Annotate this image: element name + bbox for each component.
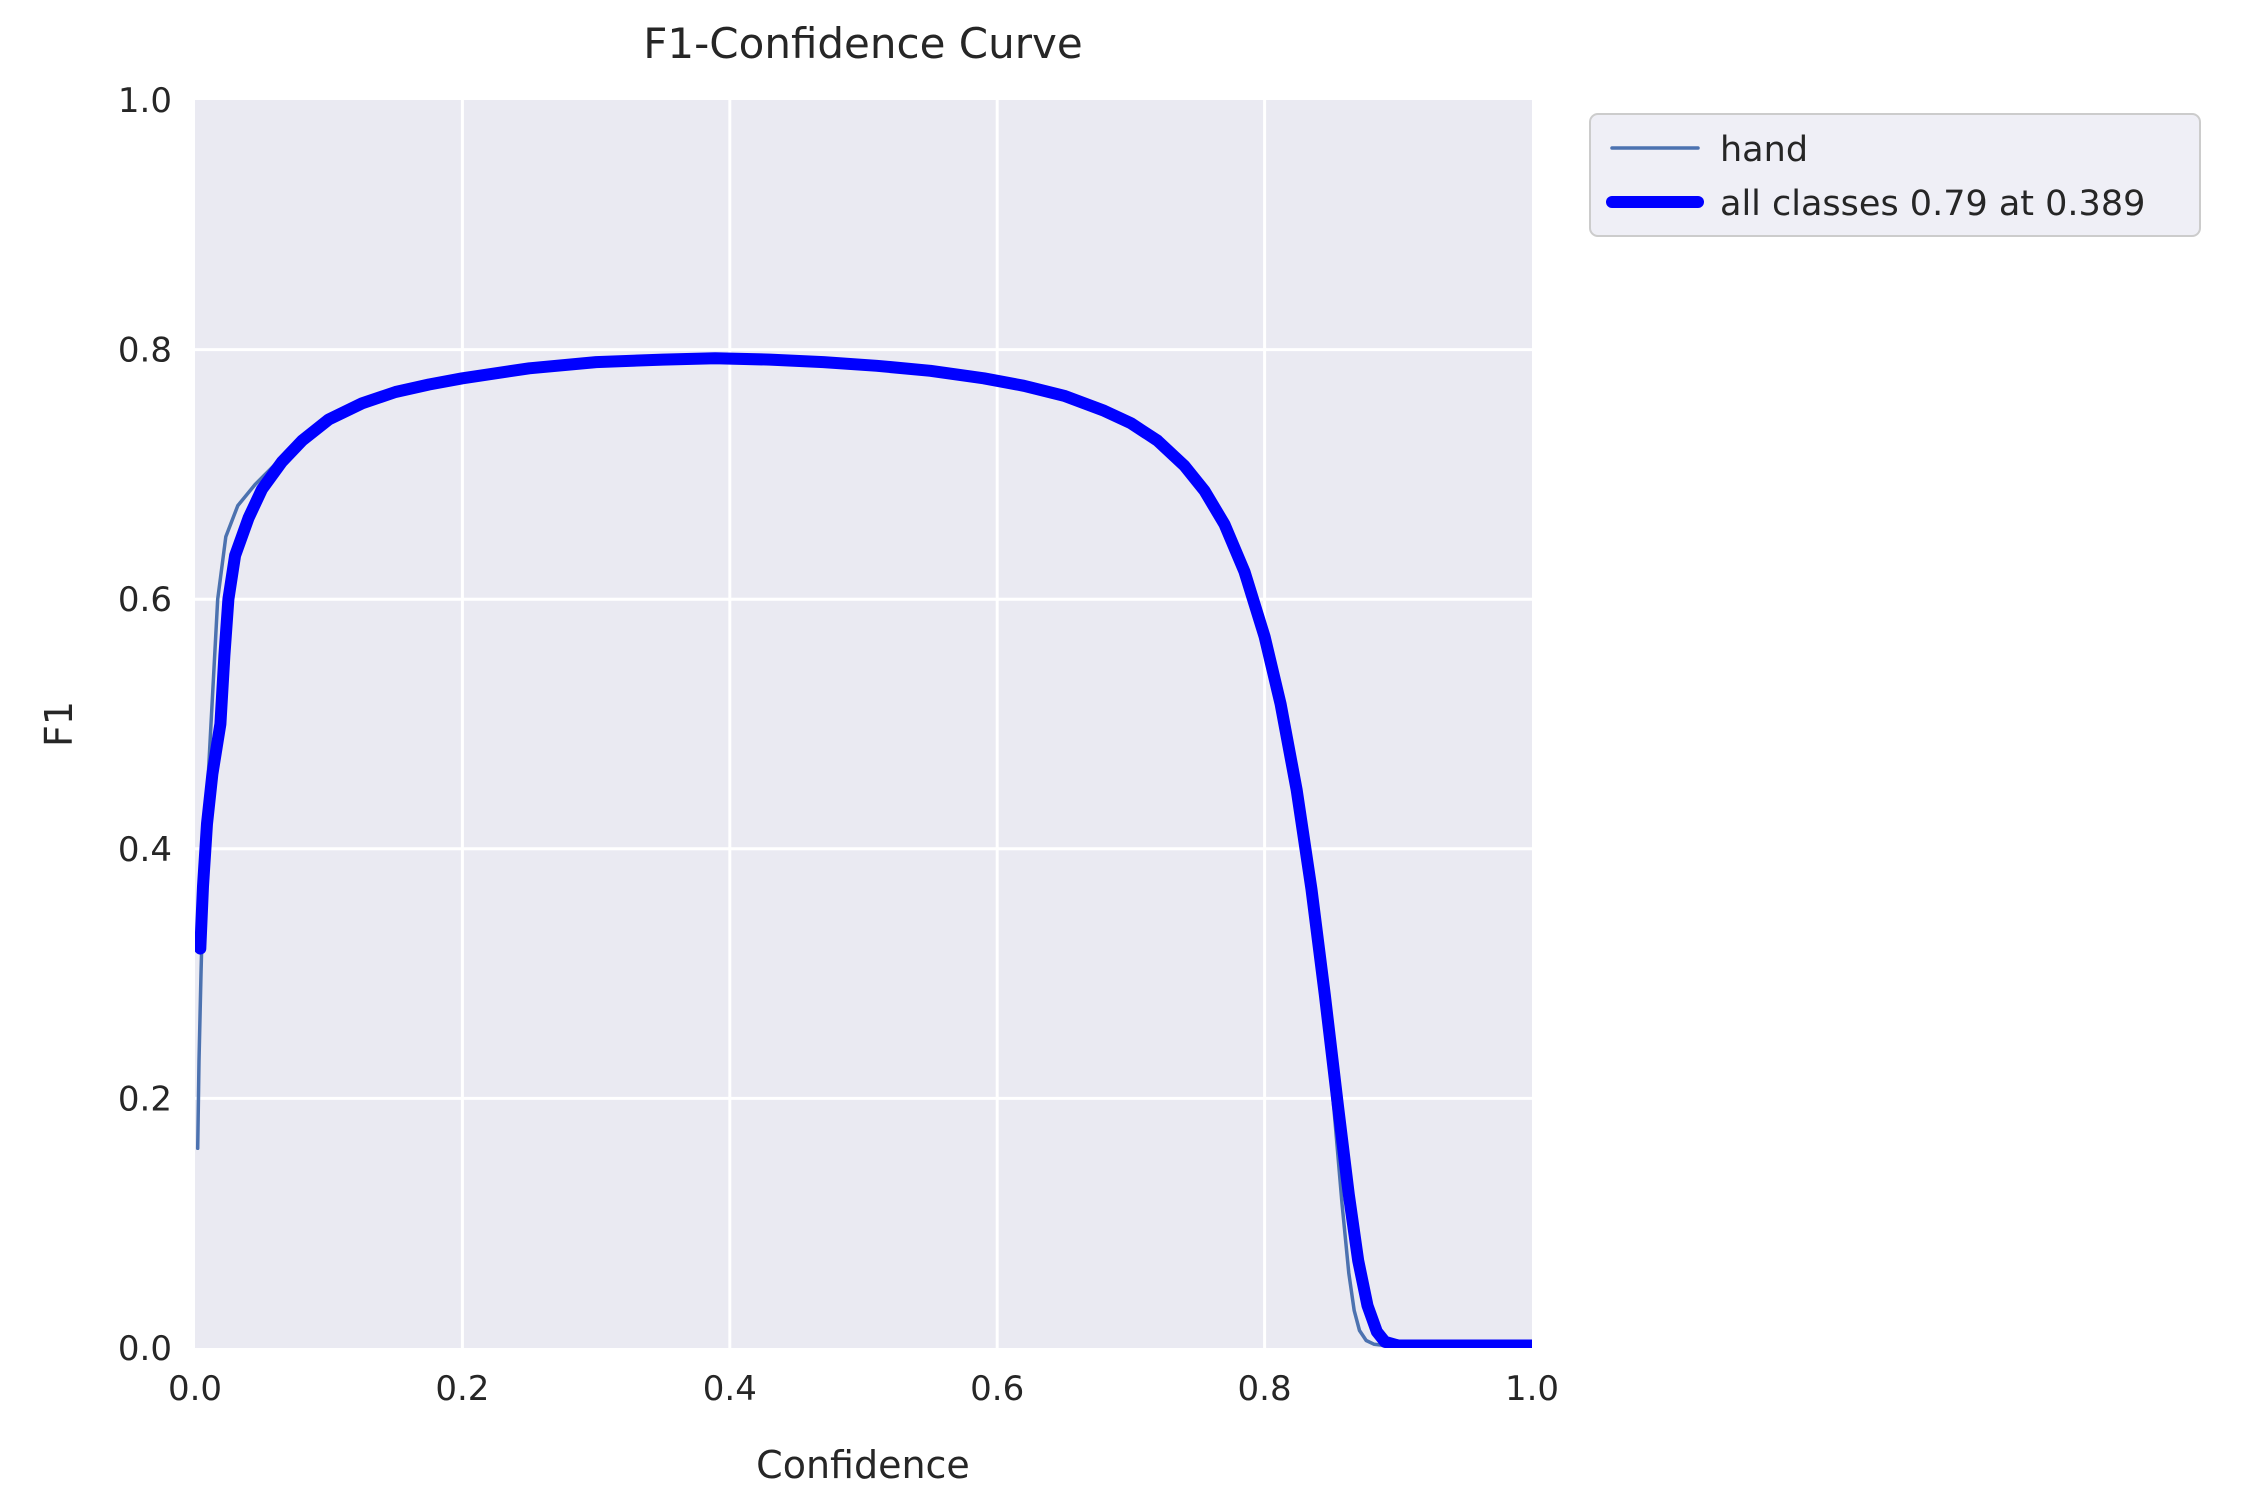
curves xyxy=(195,352,1532,1348)
chart-title: F1-Confidence Curve xyxy=(643,19,1082,68)
y-tick-label: 0.6 xyxy=(118,580,172,620)
x-axis-tick-labels: 0.0 0.2 0.4 0.6 0.8 1.0 xyxy=(168,1369,1559,1409)
x-tick-label: 0.8 xyxy=(1238,1369,1292,1409)
x-tick-label: 1.0 xyxy=(1505,1369,1559,1409)
x-tick-label: 0.2 xyxy=(435,1369,489,1409)
x-tick-label: 0.6 xyxy=(970,1369,1024,1409)
legend-label-hand: hand xyxy=(1720,130,1808,170)
x-axis-label: Confidence xyxy=(756,1443,970,1487)
y-axis-tick-labels: 0.0 0.2 0.4 0.6 0.8 1.0 xyxy=(118,81,172,1369)
legend-box xyxy=(1589,113,2201,237)
y-tick-label: 0.8 xyxy=(118,331,172,371)
y-tick-label: 0.4 xyxy=(118,830,172,870)
y-axis-label: F1 xyxy=(37,701,81,747)
legend-label-all-classes: all classes 0.79 at 0.389 xyxy=(1720,184,2145,224)
x-tick-label: 0.0 xyxy=(168,1369,222,1409)
y-tick-label: 0.0 xyxy=(118,1329,172,1369)
y-tick-label: 0.2 xyxy=(118,1079,172,1119)
plot-area xyxy=(195,100,1532,1348)
y-tick-label: 1.0 xyxy=(118,81,172,121)
curve-all xyxy=(195,352,1532,1348)
x-tick-label: 0.4 xyxy=(703,1369,757,1409)
legend: hand all classes 0.79 at 0.389 xyxy=(1589,113,2201,237)
